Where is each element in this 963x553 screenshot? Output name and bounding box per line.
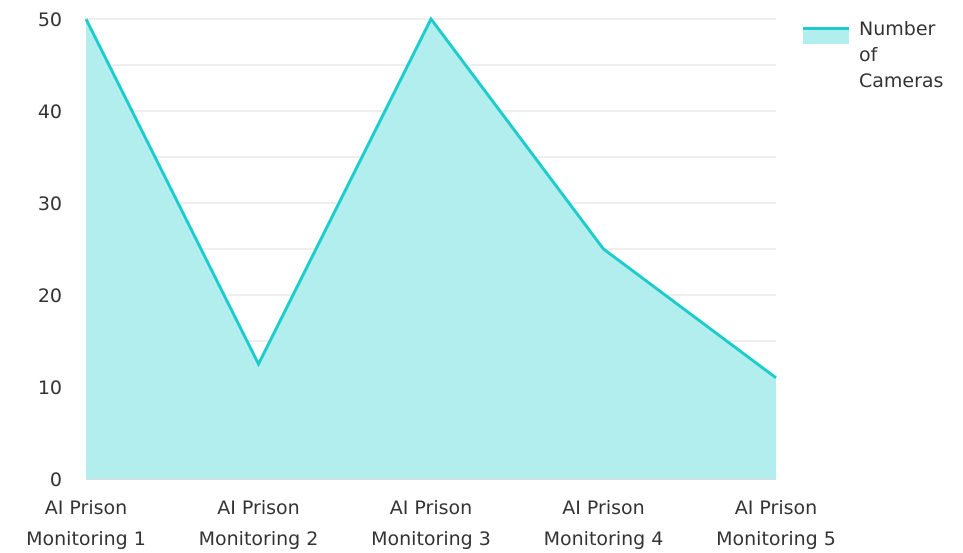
y-tick-label: 30 [38,193,62,215]
legend: Number of Cameras [803,16,959,94]
x-tick-label: AI Prison Monitoring 4 [544,497,664,550]
legend-label-line: Number [859,18,936,40]
legend-swatch [803,27,849,44]
x-tick-label: AI Prison Monitoring 3 [371,497,491,550]
y-tick-label: 0 [50,469,62,491]
y-axis-tick-labels: 0 10 20 30 40 50 [38,9,62,491]
y-tick-label: 40 [38,101,62,123]
x-tick-label: AI Prison Monitoring 5 [716,497,836,550]
series-line-number-of-cameras [84,16,777,380]
y-tick-label: 20 [38,285,62,307]
legend-label-line: Cameras [859,70,944,92]
x-tick-label: AI Prison Monitoring 2 [199,497,319,550]
y-tick-label: 10 [38,377,62,399]
x-axis-tick-labels: AI Prison Monitoring 1 AI Prison Monitoring… [26,497,836,550]
x-tick-label: AI Prison Monitoring 1 [26,497,146,550]
legend-label: Number of Cameras [859,16,959,94]
legend-label-line: of [859,44,878,66]
y-tick-label: 50 [38,9,62,31]
